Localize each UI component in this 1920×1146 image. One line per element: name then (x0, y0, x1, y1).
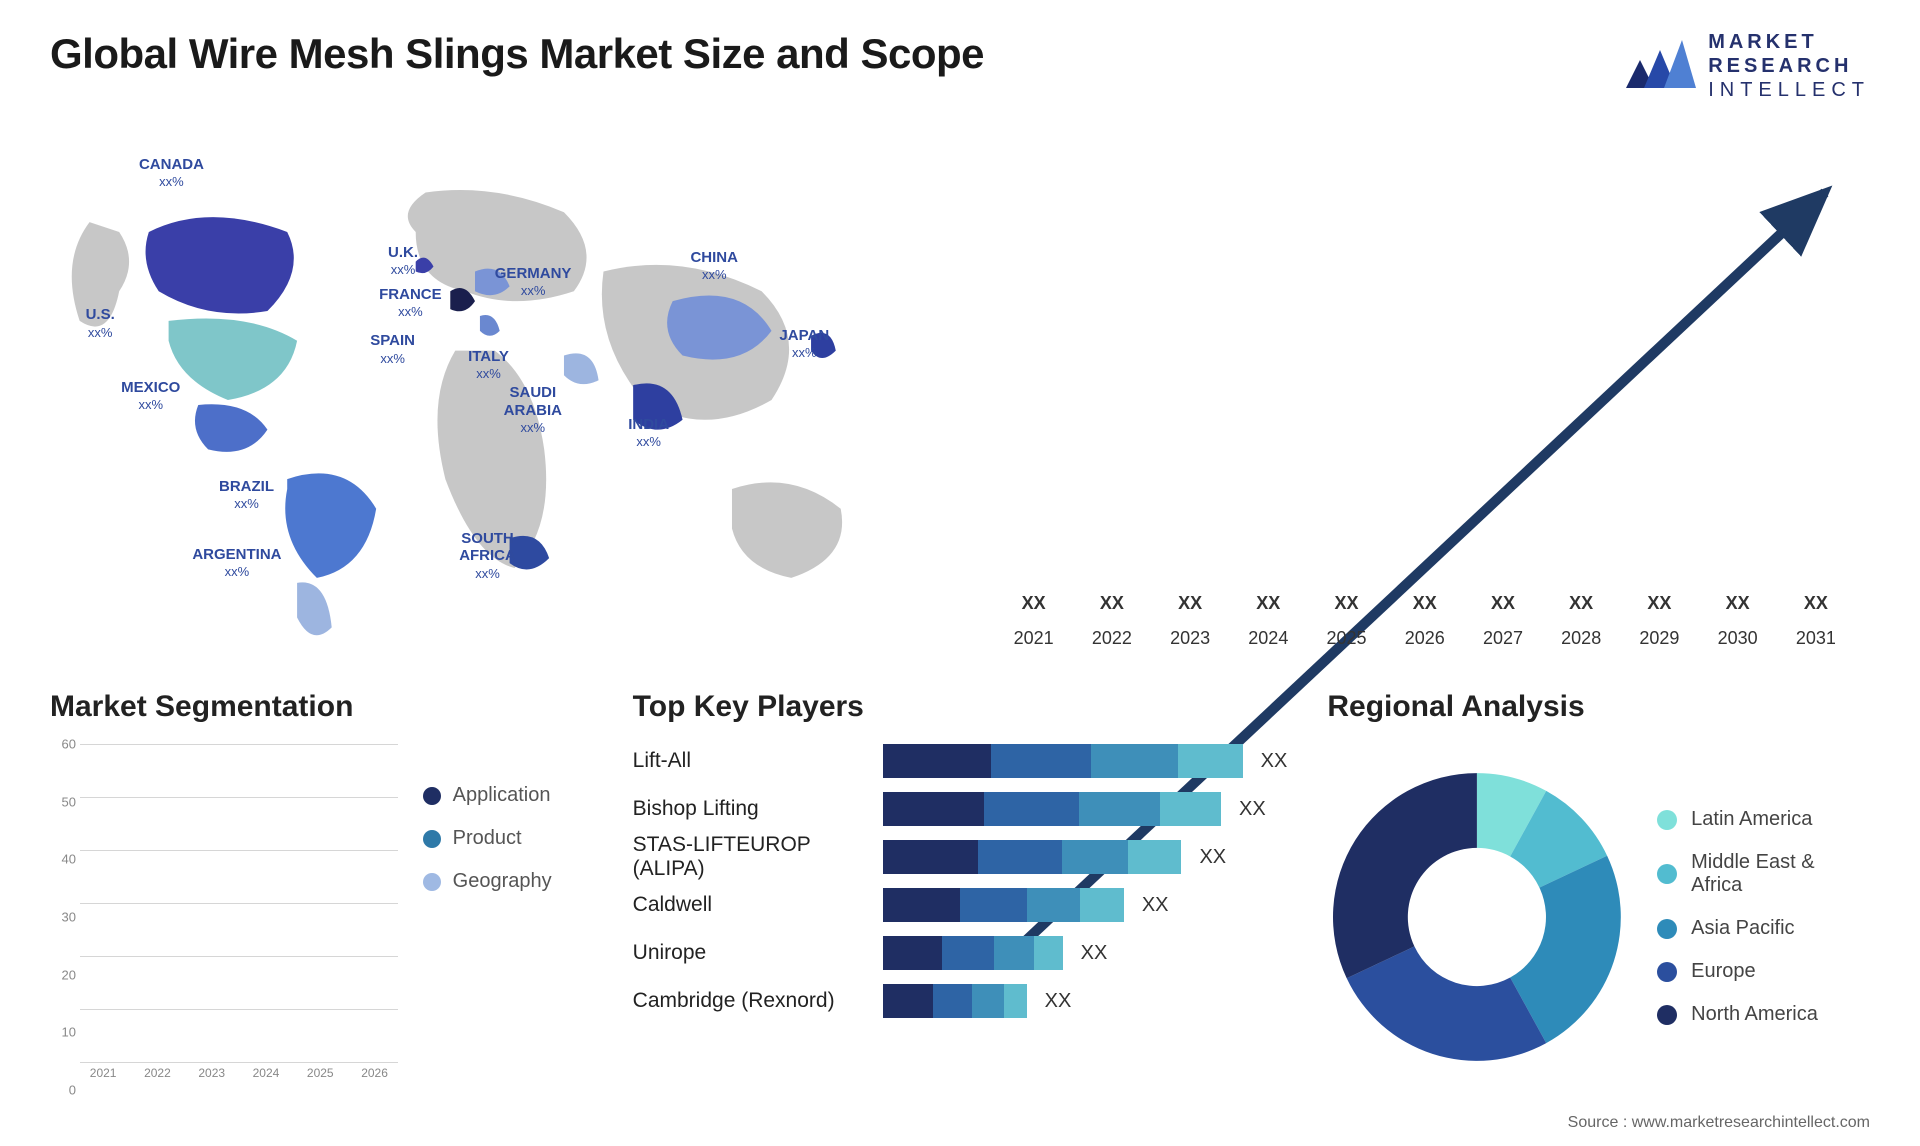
world-map (50, 140, 940, 660)
map-label: JAPANxx% (779, 327, 829, 362)
key-player-name: Cambridge (Rexnord) (633, 989, 883, 1013)
logo-text-2: RESEARCH (1708, 54, 1870, 78)
legend-item: Latin America (1657, 808, 1870, 831)
map-label: CHINAxx% (690, 249, 738, 284)
key-player-name: Caldwell (633, 893, 883, 917)
brand-logo: MARKET RESEARCH INTELLECT (1624, 30, 1870, 102)
key-player-value: XX (1142, 894, 1169, 917)
legend-item: Middle East & Africa (1657, 851, 1870, 897)
key-player-name: Bishop Lifting (633, 797, 883, 821)
key-player-row: Bishop Lifting XX (633, 792, 1288, 826)
key-player-row: Lift-All XX (633, 744, 1288, 778)
forecast-year-label: 2027 (1469, 620, 1537, 660)
segmentation-year-label: 2024 (243, 1066, 289, 1090)
regional-title: Regional Analysis (1327, 690, 1870, 724)
regional-panel: Regional Analysis Latin America Middle Ea… (1327, 690, 1870, 1090)
forecast-year-label: 2025 (1312, 620, 1380, 660)
segmentation-year-label: 2021 (80, 1066, 126, 1090)
legend-item: Geography (423, 870, 593, 893)
key-player-value: XX (1261, 750, 1288, 773)
map-label: SAUDIARABIAxx% (504, 384, 562, 436)
forecast-year-label: 2023 (1156, 620, 1224, 660)
forecast-year-label: 2021 (1000, 620, 1068, 660)
segmentation-year-label: 2026 (351, 1066, 397, 1090)
map-label: ARGENTINAxx% (192, 546, 281, 581)
regional-legend: Latin America Middle East & Africa Asia Pa… (1657, 808, 1870, 1026)
page-title: Global Wire Mesh Slings Market Size and … (50, 30, 984, 78)
key-player-row: STAS-LIFTEUROP (ALIPA)XX (633, 840, 1288, 874)
legend-item: North America (1657, 1003, 1870, 1026)
key-players-chart: Lift-AllXXBishop LiftingXXSTAS-LIFTEUROP… (633, 744, 1288, 1018)
forecast-year-label: 2026 (1391, 620, 1459, 660)
key-player-row: Caldwell XX (633, 888, 1288, 922)
map-label: ITALYxx% (468, 348, 509, 383)
forecast-year-label: 2030 (1704, 620, 1772, 660)
key-players-title: Top Key Players (633, 690, 1288, 724)
forecast-year-label: 2028 (1547, 620, 1615, 660)
key-player-name: Unirope (633, 941, 883, 965)
key-player-value: XX (1045, 990, 1072, 1013)
map-label: FRANCExx% (379, 286, 442, 321)
world-map-panel: CANADAxx% U.S.xx% MEXICOxx% BRAZILxx% ARGENT… (50, 140, 940, 660)
map-label: SPAINxx% (370, 332, 415, 367)
key-players-panel: Top Key Players Lift-AllXXBishop Lifting… (633, 690, 1288, 1090)
segmentation-legend: Application Product Geography (423, 744, 593, 1090)
regional-donut (1327, 767, 1627, 1067)
map-label: U.S.xx% (86, 306, 115, 341)
map-label: BRAZILxx% (219, 478, 274, 513)
key-player-name: STAS-LIFTEUROP (ALIPA) (633, 833, 883, 881)
key-player-value: XX (1081, 942, 1108, 965)
segmentation-year-label: 2025 (297, 1066, 343, 1090)
key-player-value: XX (1239, 798, 1266, 821)
key-player-row: Cambridge (Rexnord) XX (633, 984, 1288, 1018)
forecast-chart-panel: XXXXXXXXXXXXXXXXXXXXXX 20212022202320242… (980, 140, 1870, 660)
forecast-year-label: 2029 (1625, 620, 1693, 660)
segmentation-chart: 202120222023202420252026 0102030405060 (50, 744, 398, 1090)
map-label: GERMANYxx% (495, 265, 572, 300)
source-text: Source : www.marketresearchintellect.com (1568, 1114, 1870, 1132)
legend-item: Application (423, 784, 593, 807)
map-label: MEXICOxx% (121, 379, 180, 414)
logo-text-1: MARKET (1708, 30, 1870, 54)
donut-slice (1333, 773, 1477, 978)
map-label: SOUTHAFRICAxx% (459, 530, 516, 582)
map-label: INDIAxx% (628, 416, 669, 451)
logo-icon (1624, 38, 1696, 94)
forecast-year-label: 2024 (1234, 620, 1302, 660)
key-player-name: Lift-All (633, 749, 883, 773)
legend-item: Europe (1657, 960, 1870, 983)
forecast-year-label: 2022 (1078, 620, 1146, 660)
legend-item: Product (423, 827, 593, 850)
map-label: U.K.xx% (388, 244, 418, 279)
segmentation-year-label: 2023 (189, 1066, 235, 1090)
key-player-value: XX (1199, 846, 1226, 869)
map-label: CANADAxx% (139, 156, 204, 191)
segmentation-title: Market Segmentation (50, 690, 593, 724)
segmentation-panel: Market Segmentation 2021 2022 2023 2024 2025… (50, 690, 593, 1090)
legend-item: Asia Pacific (1657, 917, 1870, 940)
logo-text-3: INTELLECT (1708, 78, 1870, 102)
forecast-year-label: 2031 (1782, 620, 1850, 660)
segmentation-year-label: 2022 (134, 1066, 180, 1090)
key-player-row: Unirope XX (633, 936, 1288, 970)
